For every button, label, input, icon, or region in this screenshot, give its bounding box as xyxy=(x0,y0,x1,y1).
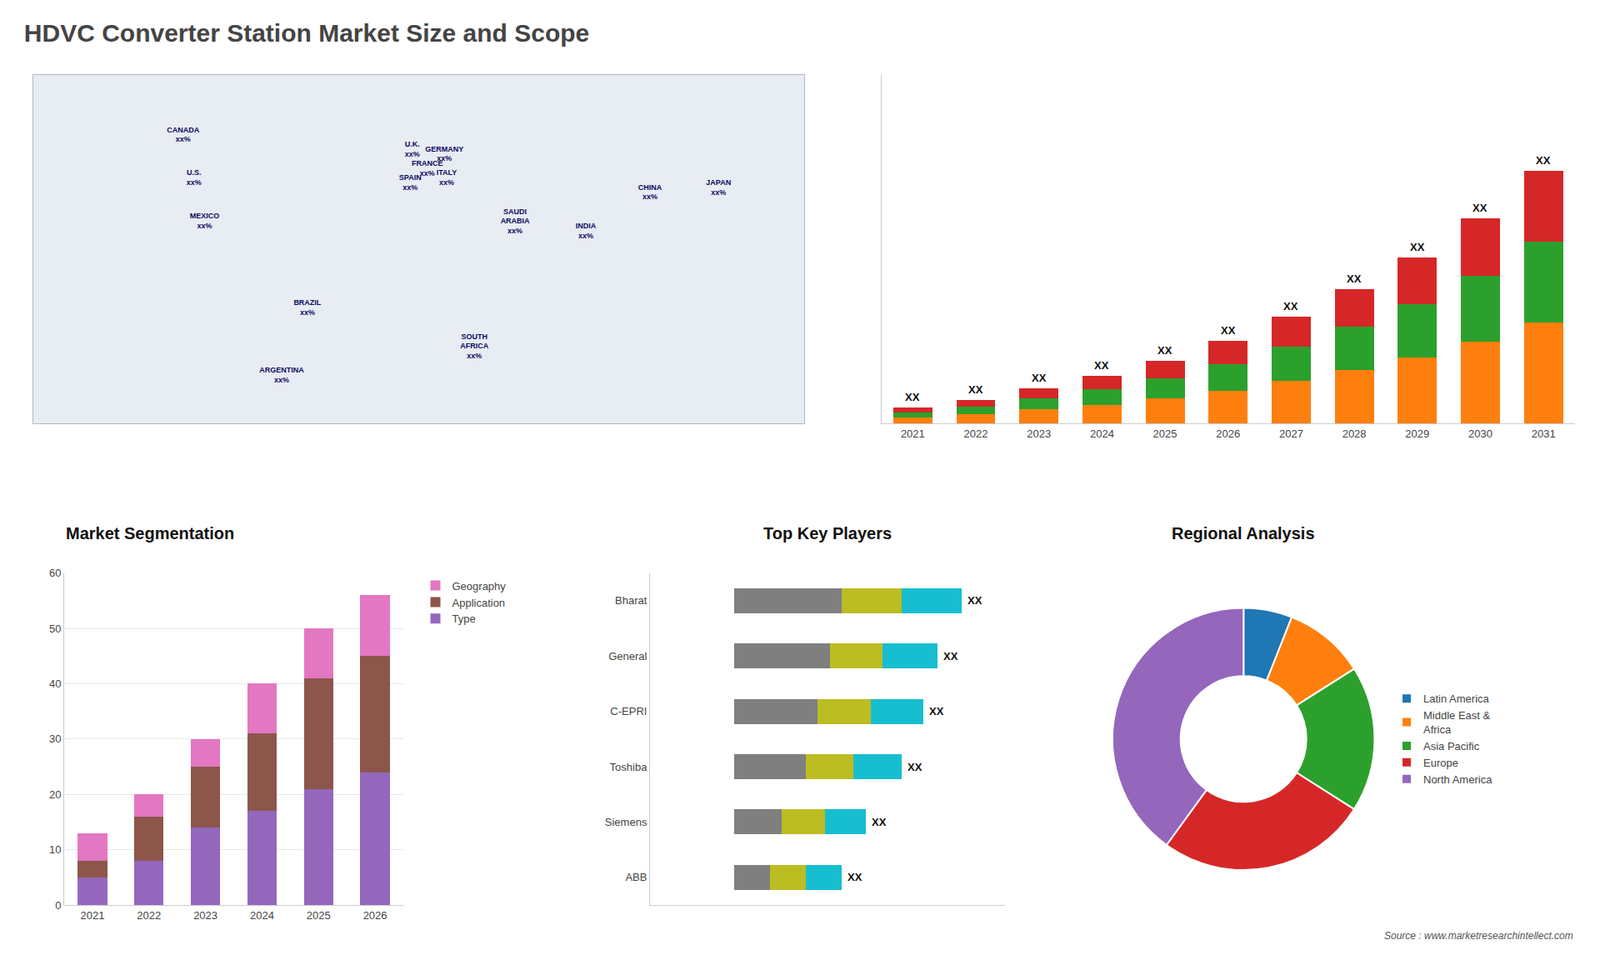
svg-text:XX: XX xyxy=(967,594,983,607)
svg-text:ABB: ABB xyxy=(625,870,647,884)
svg-text:2024: 2024 xyxy=(1090,427,1115,440)
svg-text:XX: XX xyxy=(1535,154,1551,167)
svg-text:2021: 2021 xyxy=(900,427,925,440)
svg-text:2030: 2030 xyxy=(1468,427,1493,440)
svg-text:XX: XX xyxy=(1094,359,1110,372)
svg-text:MEXICOxx%: MEXICOxx% xyxy=(190,211,220,230)
svg-text:Type: Type xyxy=(452,612,476,625)
svg-text:BRAZILxx%: BRAZILxx% xyxy=(293,298,321,317)
svg-text:XX: XX xyxy=(1157,344,1173,357)
svg-text:XX: XX xyxy=(871,815,887,829)
svg-text:General: General xyxy=(608,650,647,663)
svg-text:SAUDIARABIAxx%: SAUDIARABIAxx% xyxy=(500,207,530,235)
svg-text:XX: XX xyxy=(1410,240,1425,254)
svg-text:XX: XX xyxy=(847,870,863,884)
svg-text:SOUTHAFRICAxx%: SOUTHAFRICAxx% xyxy=(460,332,489,360)
svg-text:2025: 2025 xyxy=(1153,427,1178,440)
svg-text:C-EPRI: C-EPRI xyxy=(610,705,647,718)
svg-text:XX: XX xyxy=(943,650,959,663)
svg-text:Market Segmentation: Market Segmentation xyxy=(65,524,235,543)
svg-text:10: 10 xyxy=(49,843,61,856)
svg-text:0: 0 xyxy=(55,899,61,912)
svg-text:FRANCExx%: FRANCExx% xyxy=(411,159,444,178)
svg-text:JAPANxx%: JAPANxx% xyxy=(705,178,731,197)
svg-text:30: 30 xyxy=(49,732,61,745)
svg-text:XX: XX xyxy=(1346,272,1362,285)
svg-text:2023: 2023 xyxy=(193,909,218,922)
svg-text:ITALYxx%: ITALYxx% xyxy=(436,168,458,187)
svg-text:20: 20 xyxy=(49,788,61,801)
svg-text:CHINAxx%: CHINAxx% xyxy=(638,183,663,202)
svg-text:2027: 2027 xyxy=(1279,427,1304,440)
svg-text:XX: XX xyxy=(968,383,984,396)
svg-text:XX: XX xyxy=(929,705,945,718)
svg-text:2023: 2023 xyxy=(1026,427,1051,440)
svg-text:2022: 2022 xyxy=(136,909,161,922)
svg-text:HDVC Converter Station Market: HDVC Converter Station Market Size and S… xyxy=(24,19,590,47)
svg-text:Geography: Geography xyxy=(452,580,507,593)
svg-text:Source : www.marketresearchint: Source : www.marketresearchintellect.com xyxy=(1384,930,1574,942)
svg-text:Toshiba: Toshiba xyxy=(610,760,649,774)
svg-text:2026: 2026 xyxy=(1215,427,1240,440)
svg-text:2021: 2021 xyxy=(80,909,105,922)
svg-text:Top Key Players: Top Key Players xyxy=(763,524,892,543)
svg-text:2025: 2025 xyxy=(306,909,331,922)
svg-text:XX: XX xyxy=(905,390,920,404)
svg-text:SPAINxx%: SPAINxx% xyxy=(399,173,422,192)
svg-text:XX: XX xyxy=(1220,324,1236,337)
svg-text:2029: 2029 xyxy=(1405,427,1430,440)
svg-text:CANADAxx%: CANADAxx% xyxy=(166,125,200,145)
svg-text:2026: 2026 xyxy=(363,909,388,922)
svg-text:Bharat: Bharat xyxy=(615,594,648,607)
svg-text:XX: XX xyxy=(907,760,923,774)
svg-text:Europe: Europe xyxy=(1423,756,1459,770)
svg-text:North America: North America xyxy=(1423,773,1493,786)
svg-text:50: 50 xyxy=(49,622,61,635)
svg-text:ARGENTINAxx%: ARGENTINAxx% xyxy=(259,365,305,385)
svg-text:Regional Analysis: Regional Analysis xyxy=(1171,524,1315,543)
svg-text:XX: XX xyxy=(1031,371,1047,385)
svg-text:INDIAxx%: INDIAxx% xyxy=(575,221,597,240)
svg-text:60: 60 xyxy=(49,566,61,580)
svg-text:2031: 2031 xyxy=(1531,427,1556,440)
svg-text:2024: 2024 xyxy=(250,909,275,922)
svg-text:XX: XX xyxy=(1472,201,1488,215)
svg-text:U.S.xx%: U.S.xx% xyxy=(186,168,202,187)
svg-text:Siemens: Siemens xyxy=(605,815,648,829)
svg-text:Asia Pacific: Asia Pacific xyxy=(1423,740,1480,753)
svg-text:Middle East &Africa: Middle East &Africa xyxy=(1423,709,1491,736)
svg-text:Latin America: Latin America xyxy=(1423,692,1490,705)
svg-text:GERMANYxx%: GERMANYxx% xyxy=(425,145,464,164)
svg-text:2028: 2028 xyxy=(1342,427,1367,440)
svg-text:2022: 2022 xyxy=(964,427,989,440)
svg-text:XX: XX xyxy=(1283,300,1299,313)
svg-text:Application: Application xyxy=(452,596,506,610)
svg-text:40: 40 xyxy=(49,677,61,690)
svg-text:U.K.xx%: U.K.xx% xyxy=(405,140,420,159)
